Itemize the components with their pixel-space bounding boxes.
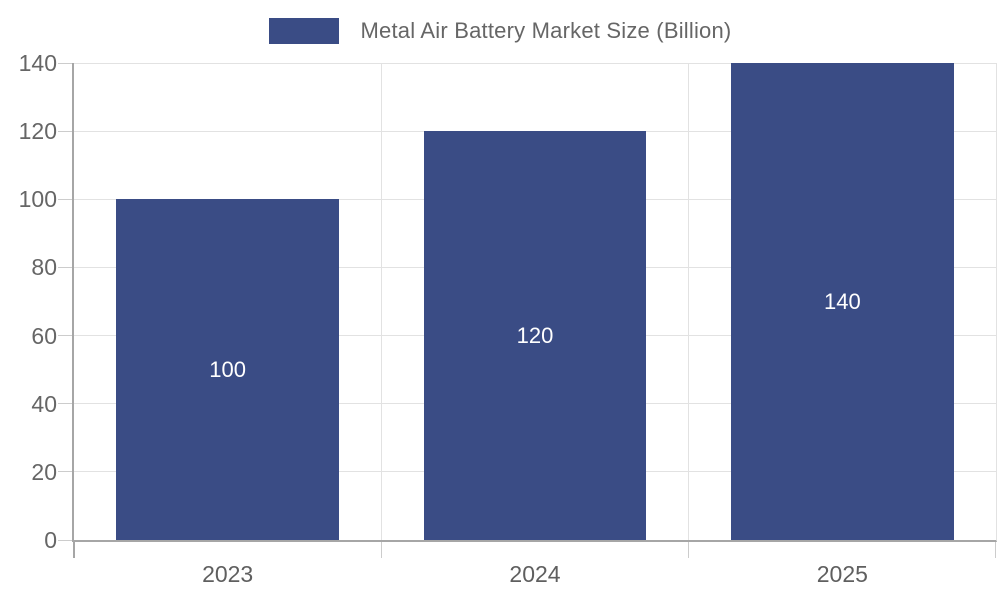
y-axis-label: 80 (31, 254, 57, 281)
y-axis-label: 100 (18, 186, 57, 213)
y-axis-tick (58, 539, 72, 541)
x-axis-label: 2023 (202, 561, 254, 587)
y-axis-label: 60 (31, 322, 57, 349)
bar-2025[interactable]: 140 (730, 63, 954, 540)
y-axis-tick (58, 335, 72, 337)
y-axis-label: 120 (18, 118, 57, 145)
y-axis-label: 40 (31, 390, 57, 417)
x-gridline (688, 63, 690, 540)
bar-value-label: 140 (823, 288, 861, 314)
legend-swatch-icon (268, 18, 339, 44)
legend-label: Metal Air Battery Market Size (Billion) (360, 18, 732, 43)
y-gridline (74, 63, 996, 64)
chart-legend[interactable]: Metal Air Battery Market Size (Billion) (0, 14, 1000, 48)
y-axis-tick (58, 198, 72, 200)
y-axis-label: 140 (18, 50, 57, 76)
bar-value-label: 120 (516, 322, 554, 348)
x-axis-tick (380, 542, 382, 558)
x-gridline (380, 63, 382, 540)
plot-area: 0 20 40 60 80 100 120 140 100 2023 120 2024 140 2025 (19, 50, 997, 587)
y-axis-tick (58, 471, 72, 473)
y-axis-tick (58, 403, 72, 405)
x-axis-tick (994, 542, 996, 558)
bar-2023[interactable]: 100 (116, 199, 340, 540)
x-axis-tick (688, 542, 690, 558)
x-axis-label: 2025 (816, 561, 868, 587)
y-axis-tick (58, 62, 72, 64)
y-axis-tick (58, 130, 72, 132)
y-axis-label: 0 (44, 527, 57, 553)
x-axis-tick (73, 542, 75, 558)
bar-value-label: 100 (209, 356, 247, 382)
bar-2024[interactable]: 120 (423, 131, 647, 540)
y-gridline (74, 130, 996, 132)
y-axis-tick (58, 266, 72, 268)
y-axis-label: 20 (31, 458, 57, 485)
x-axis-label: 2024 (509, 561, 561, 587)
